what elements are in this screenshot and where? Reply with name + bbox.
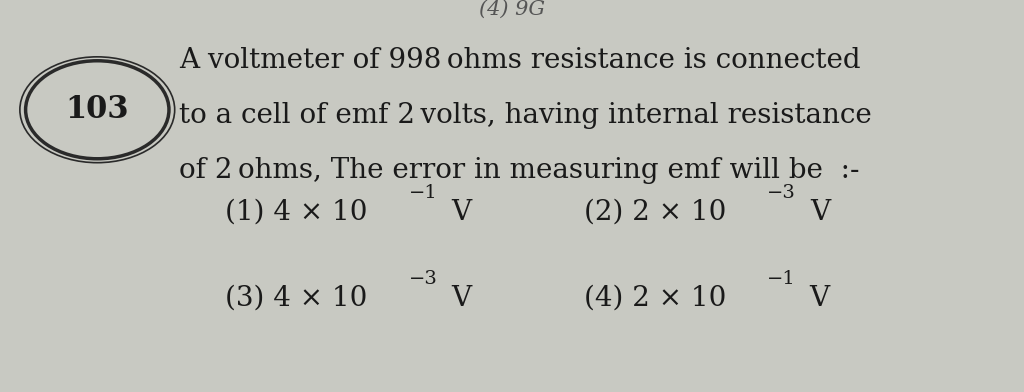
Text: (2) 2 × 10: (2) 2 × 10 <box>584 198 726 225</box>
Text: −1: −1 <box>410 184 438 202</box>
Text: V: V <box>452 285 471 312</box>
Text: (4) 2 × 10: (4) 2 × 10 <box>584 285 726 312</box>
Text: −1: −1 <box>767 270 796 288</box>
Text: (1) 4 × 10: (1) 4 × 10 <box>225 198 368 225</box>
Text: V: V <box>452 198 471 225</box>
Text: 103: 103 <box>66 94 129 125</box>
Text: A voltmeter of 998 ohms resistance is connected: A voltmeter of 998 ohms resistance is co… <box>179 47 861 74</box>
Text: to a cell of emf 2 volts, having internal resistance: to a cell of emf 2 volts, having interna… <box>179 102 872 129</box>
Text: −3: −3 <box>767 184 797 202</box>
Text: (4) 9G: (4) 9G <box>479 0 545 19</box>
Text: −3: −3 <box>409 270 438 288</box>
Text: V: V <box>810 285 829 312</box>
Text: V: V <box>810 198 829 225</box>
Text: (3) 4 × 10: (3) 4 × 10 <box>225 285 368 312</box>
Text: of 2 ohms, The error in measuring emf will be  :-: of 2 ohms, The error in measuring emf wi… <box>179 157 860 184</box>
